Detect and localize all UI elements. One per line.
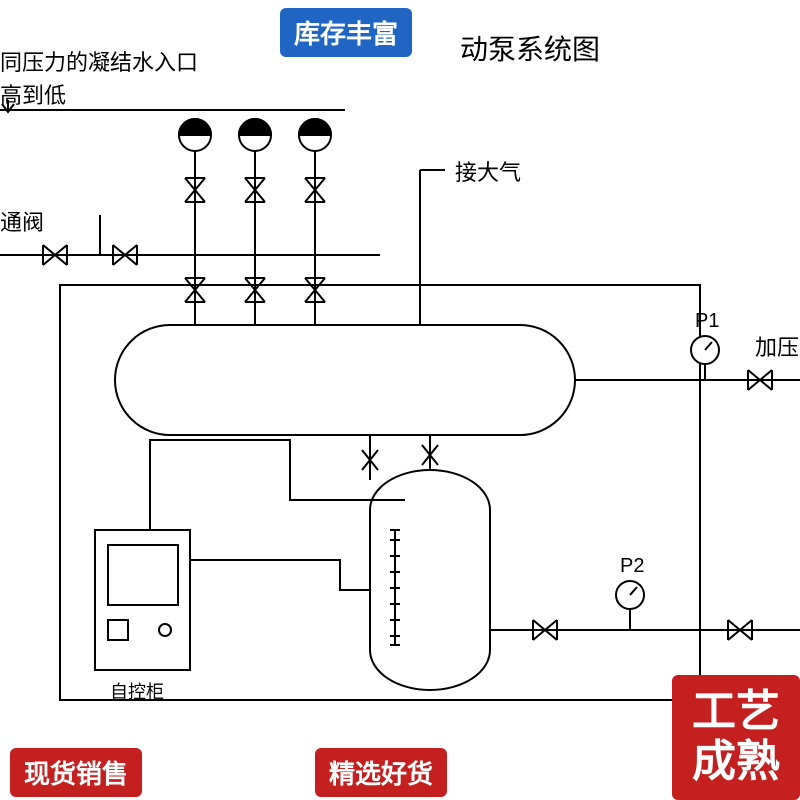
signal-line-bot (190, 560, 370, 590)
diagram-title: 动泵系统图 (460, 28, 600, 68)
p1-label: P1 (695, 310, 719, 333)
badge-br-l1: 工艺 (692, 687, 780, 738)
cabinet-label: 自控柜 (110, 678, 164, 704)
badge-bottom-right: 工艺 成熟 (672, 675, 800, 800)
signal-line-top (150, 440, 405, 530)
through-valve-label: 通阀 (0, 205, 44, 237)
inlet-label-2: 高到低 (0, 78, 66, 110)
inlet-label-1: 同压力的凝结水入口 (0, 45, 198, 77)
pump-vessel (370, 470, 490, 690)
pressurize-label: 加压 (755, 330, 799, 362)
badge-top: 库存丰富 (280, 8, 412, 57)
badge-bottom-mid: 精选好货 (315, 748, 447, 797)
p2-label: P2 (620, 555, 644, 578)
badge-bottom-left: 现货销售 (10, 748, 142, 797)
flash-tank (115, 325, 575, 435)
atmosphere-label: 接大气 (455, 155, 521, 187)
control-cabinet (95, 530, 190, 670)
badge-br-l2: 成熟 (692, 737, 780, 788)
